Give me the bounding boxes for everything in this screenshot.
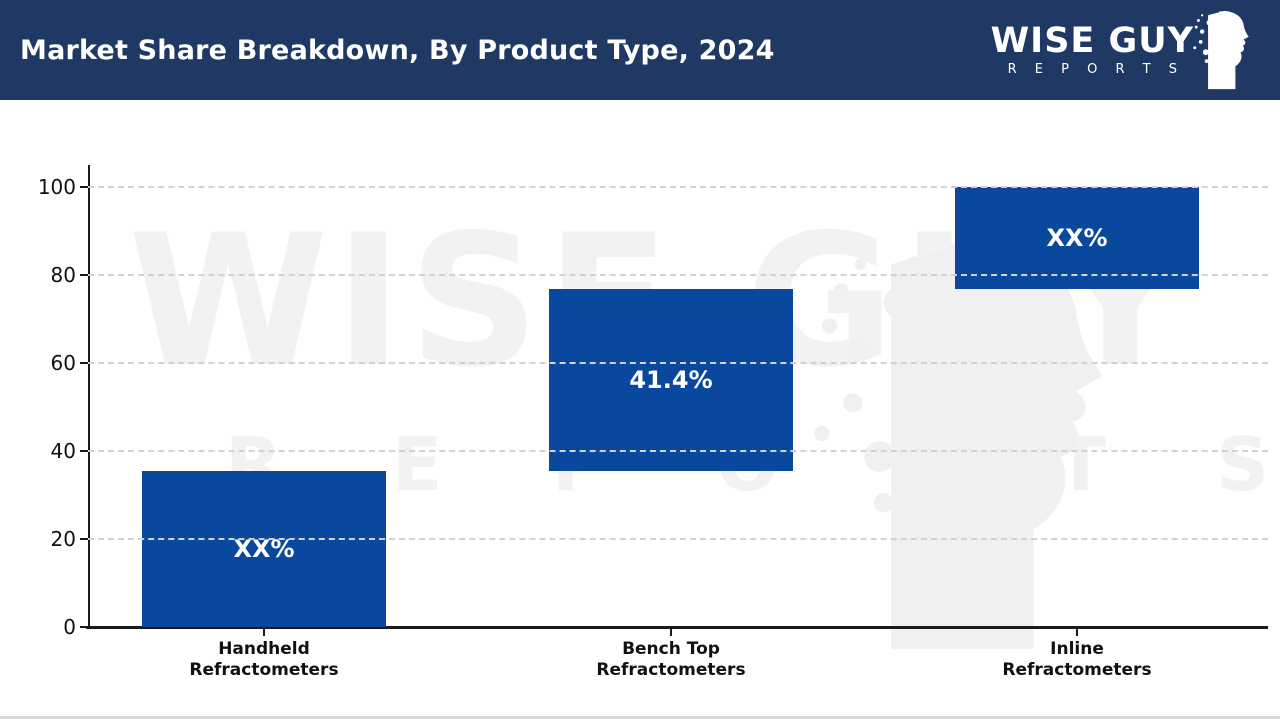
y-axis-line [88, 165, 90, 629]
category-label-line: Bench Top [622, 639, 720, 659]
bar-segment: 41.4% [549, 289, 793, 472]
wise-guy-reports-logo: WISE GUY R E P O R T S [991, 6, 1280, 94]
bar-value-label: XX% [1046, 224, 1108, 253]
logo-wiseguy-label: WISE GUY [990, 21, 1194, 61]
gridline [88, 274, 1268, 276]
y-axis-tick-label: 80 [50, 263, 76, 287]
y-axis-tick [80, 362, 88, 364]
x-axis-tick [263, 629, 265, 636]
category-label-line: Inline [1050, 639, 1104, 659]
y-axis-tick [80, 186, 88, 188]
chart-title: Market Share Breakdown, By Product Type,… [20, 34, 775, 66]
bar-value-label: 41.4% [629, 366, 713, 395]
y-axis-tick [80, 538, 88, 540]
gridline [88, 450, 1268, 452]
bar-segment: XX% [142, 471, 386, 627]
y-axis-tick [80, 450, 88, 452]
logo-text: WISE GUY R E P O R T S [991, 23, 1194, 77]
category-label-line: Refractometers [189, 660, 339, 680]
bottom-border-strip [0, 716, 1280, 719]
logo-reports-label: R E P O R T S [1007, 62, 1184, 77]
y-axis-tick-label: 100 [37, 175, 76, 199]
category-label: Bench Top Refractometers [511, 639, 831, 681]
header-banner: Market Share Breakdown, By Product Type,… [0, 0, 1280, 100]
category-label: Handheld Refractometers [104, 639, 424, 681]
y-axis-tick [80, 274, 88, 276]
gridline [88, 538, 1268, 540]
category-label-line: Refractometers [1002, 660, 1152, 680]
x-axis-tick [670, 629, 672, 636]
x-axis-tick [1076, 629, 1078, 636]
y-axis-tick [80, 626, 88, 628]
x-axis-line [86, 626, 1268, 629]
logo-head-icon [1193, 10, 1249, 90]
gridline [88, 362, 1268, 364]
category-label-line: Refractometers [596, 660, 746, 680]
y-axis-tick-label: 0 [63, 615, 76, 639]
y-axis-tick-label: 60 [50, 351, 76, 375]
y-axis-tick-label: 40 [50, 439, 76, 463]
category-label: Inline Refractometers [917, 639, 1237, 681]
y-axis-tick-label: 20 [50, 527, 76, 551]
category-label-line: Handheld [218, 639, 310, 659]
gridline [88, 186, 1268, 188]
